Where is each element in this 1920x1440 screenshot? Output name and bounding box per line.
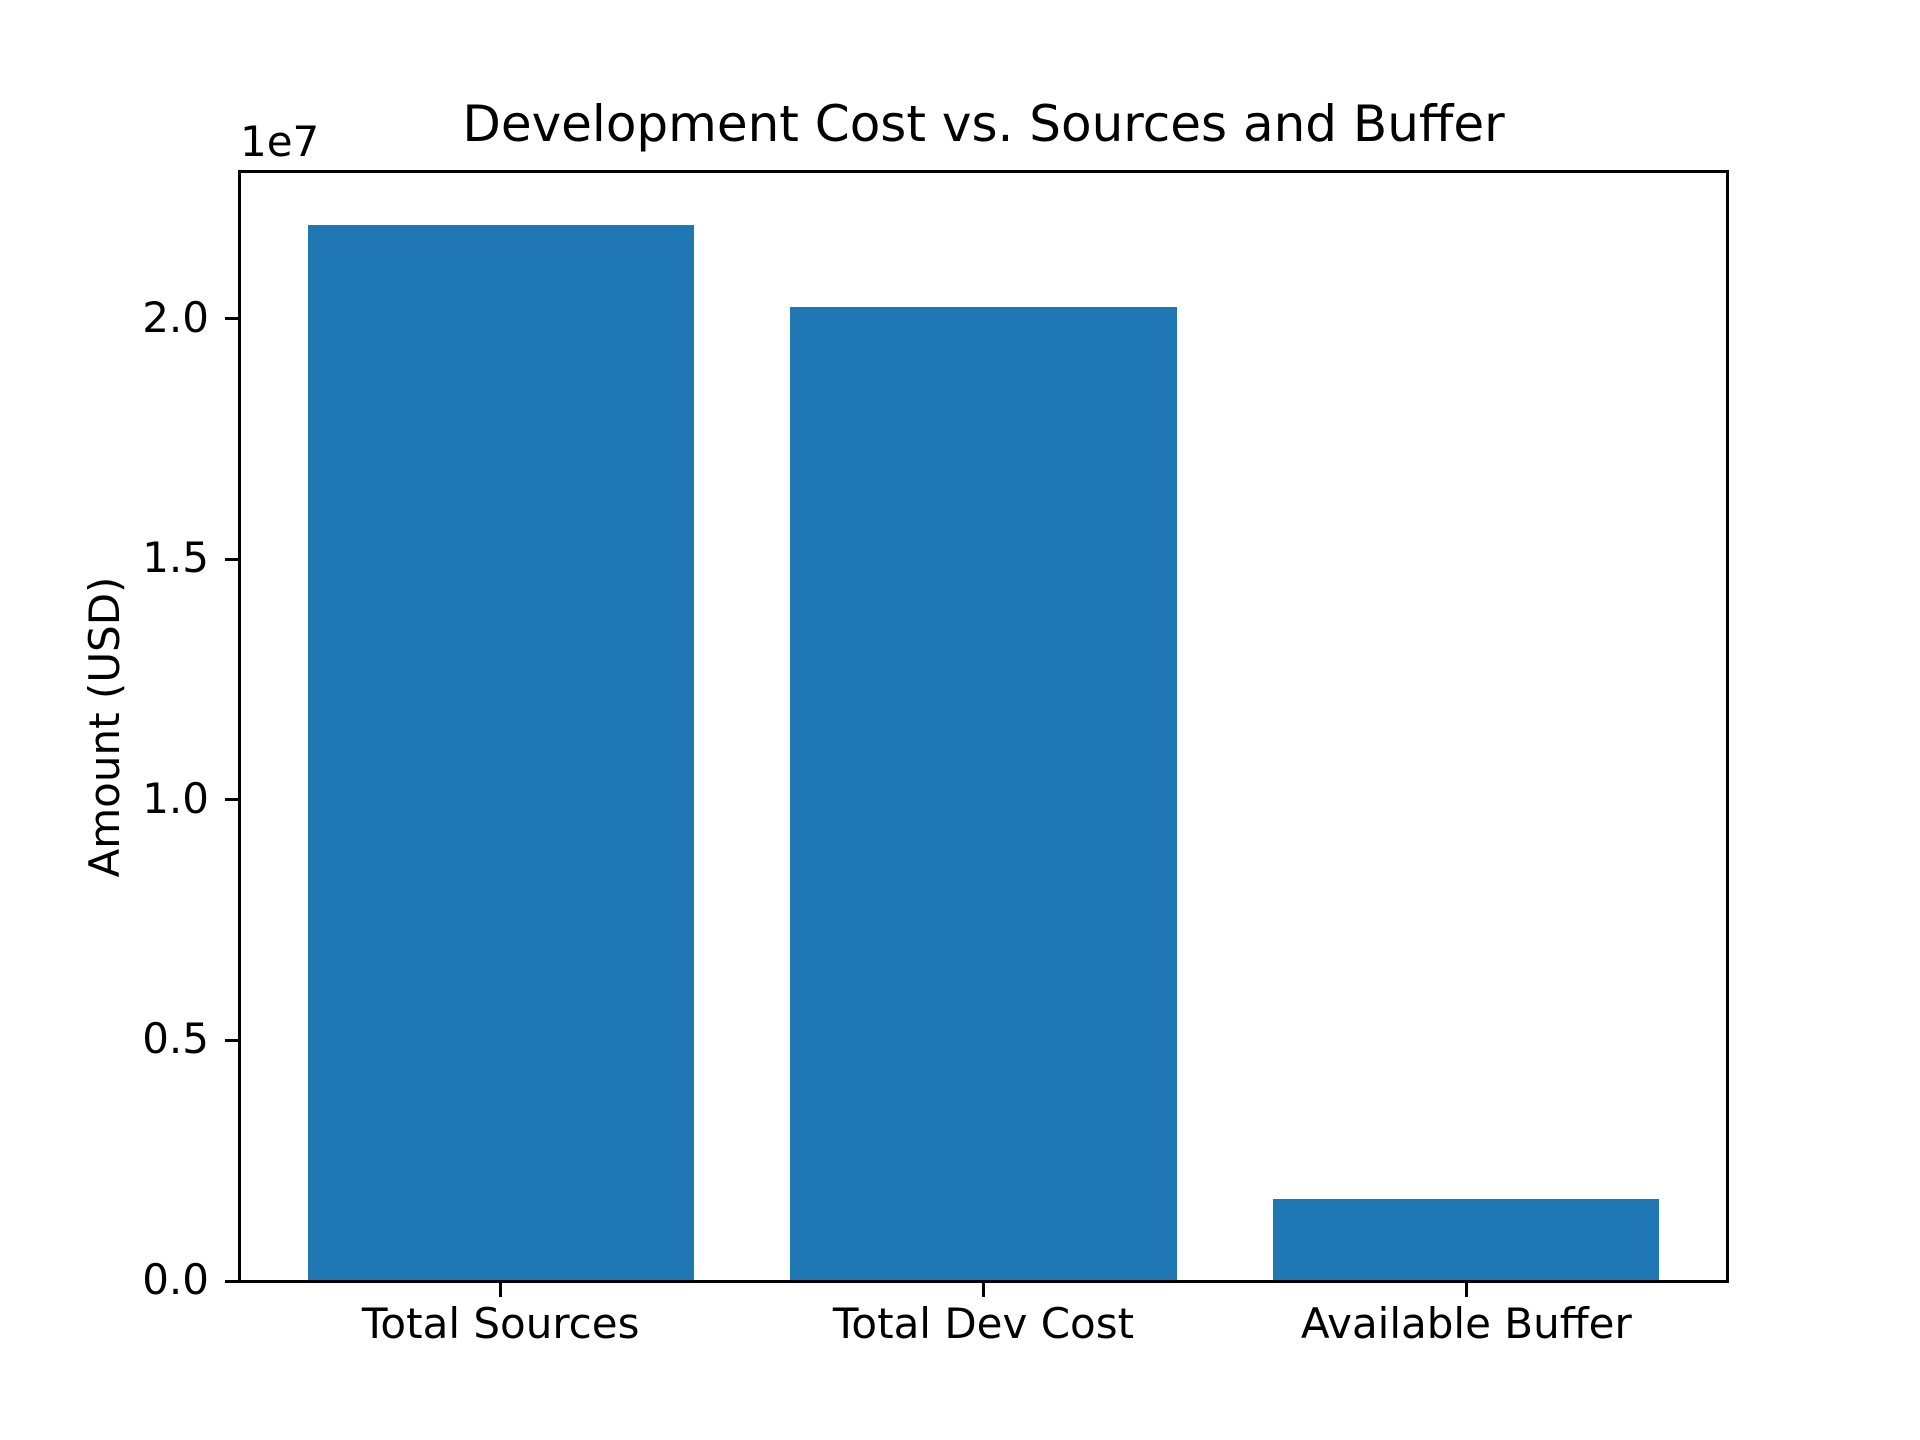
y-tick-label-2.0: 2.0 — [142, 292, 209, 342]
x-tick-mark-total-sources — [499, 1282, 503, 1297]
y-tick-mark-0.0 — [225, 1279, 240, 1283]
y-tick-label-1.0: 1.0 — [142, 773, 209, 823]
y-tick-mark-1.0 — [225, 798, 240, 802]
y-tick-label-0.0: 0.0 — [142, 1255, 209, 1304]
x-tick-mark-total-dev-cost — [982, 1282, 985, 1297]
x-tick-mark-available-buffer — [1464, 1282, 1468, 1297]
bar-total-dev-cost — [790, 306, 1177, 1281]
y-tick-mark-0.5 — [225, 1038, 240, 1042]
y-tick-label-1.5: 1.5 — [142, 533, 209, 583]
x-tick-label-available-buffer: Available Buffer — [1300, 1299, 1632, 1348]
bar-available-buffer — [1273, 1199, 1660, 1281]
y-tick-mark-2.0 — [225, 317, 240, 321]
chart-title: Development Cost vs. Sources and Buffer — [462, 95, 1505, 153]
x-tick-label-total-sources: Total Sources — [361, 1299, 640, 1348]
bar-total-sources — [307, 224, 694, 1281]
y-axis-label: Amount (USD) — [80, 576, 129, 878]
plot-area — [238, 170, 1729, 1283]
y-tick-label-0.5: 0.5 — [142, 1014, 209, 1064]
y-tick-mark-1.5 — [225, 557, 240, 561]
x-tick-label-total-dev-cost: Total Dev Cost — [832, 1299, 1135, 1348]
y-axis-offset-text: 1e7 — [240, 117, 320, 166]
